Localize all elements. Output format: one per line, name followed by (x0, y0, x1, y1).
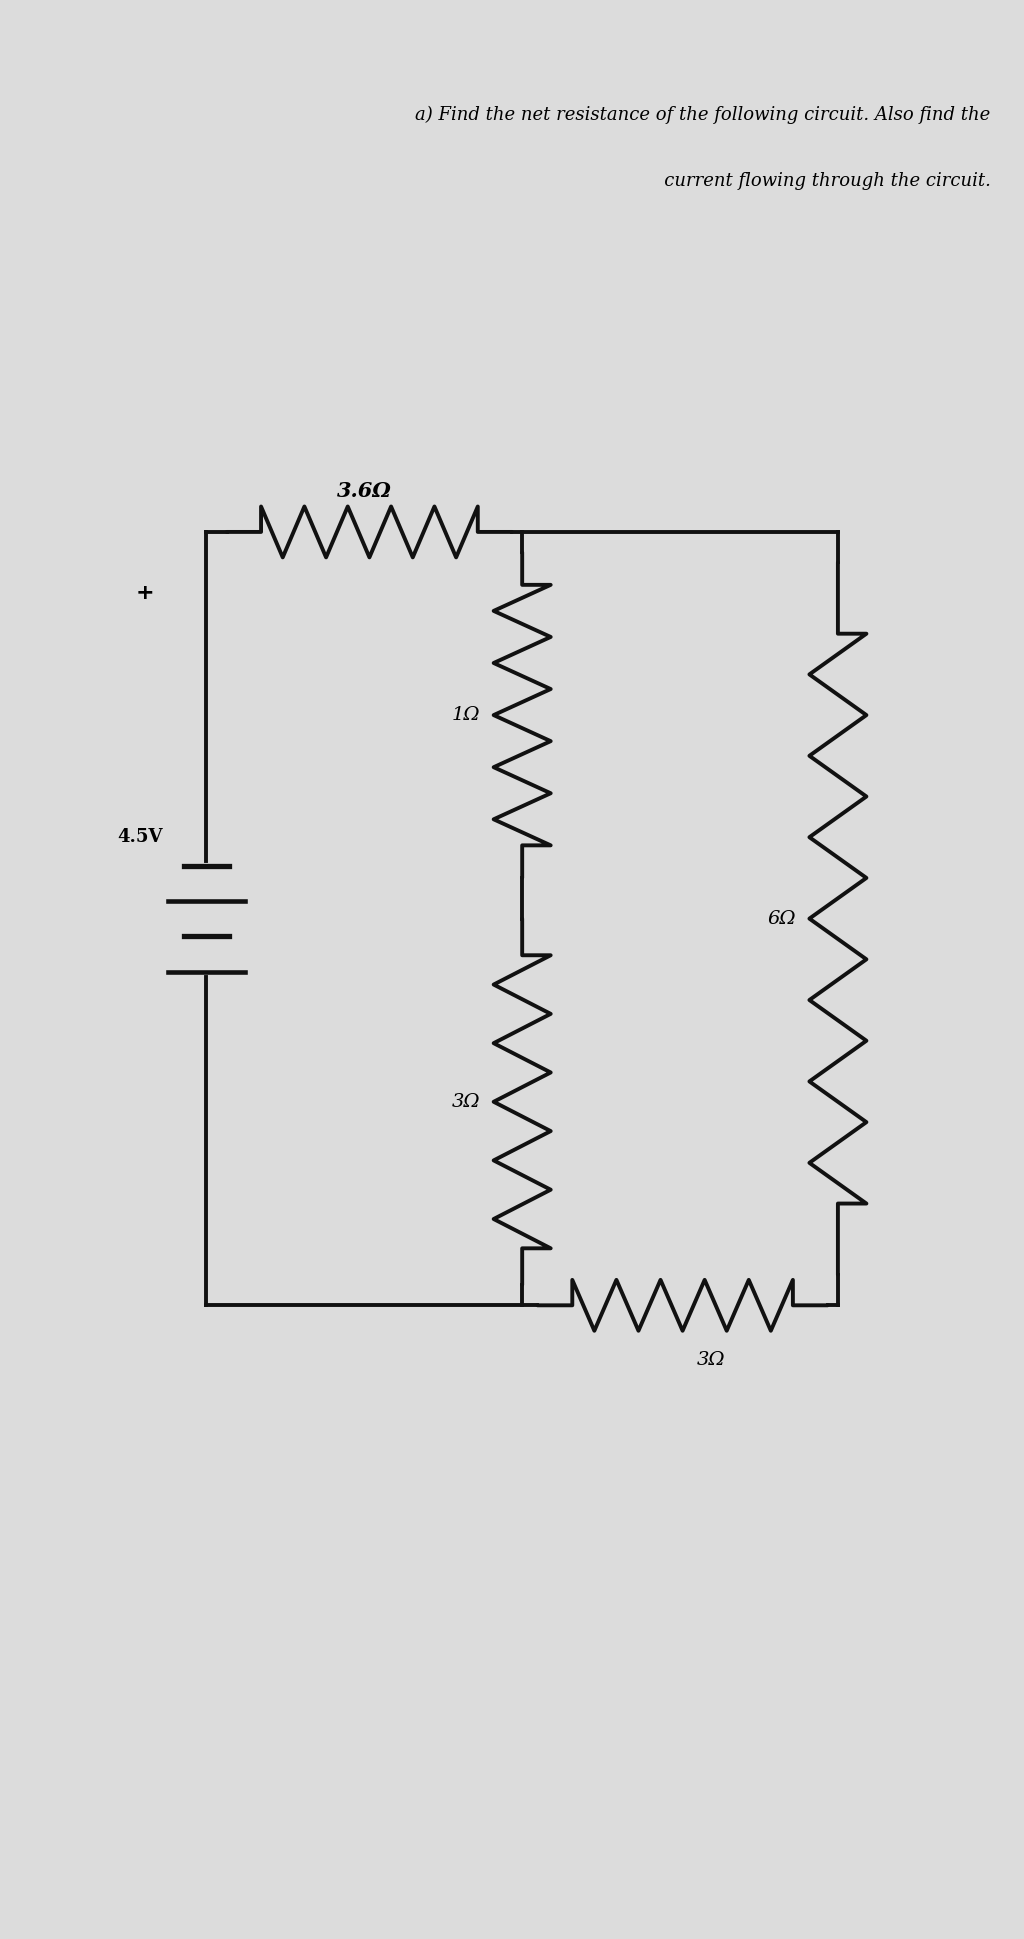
Text: current flowing through the circuit.: current flowing through the circuit. (647, 173, 990, 190)
Text: 1Ω: 1Ω (452, 706, 480, 723)
Text: 4.5V: 4.5V (118, 828, 163, 845)
Text: a) Find the net resistance of the following circuit. Also find the: a) Find the net resistance of the follow… (416, 105, 990, 124)
Text: 3.6Ω: 3.6Ω (337, 481, 392, 502)
Text: +: + (136, 584, 155, 603)
Text: 3Ω: 3Ω (696, 1351, 725, 1369)
Text: 6Ω: 6Ω (768, 909, 796, 927)
Text: 3Ω: 3Ω (452, 1094, 480, 1111)
